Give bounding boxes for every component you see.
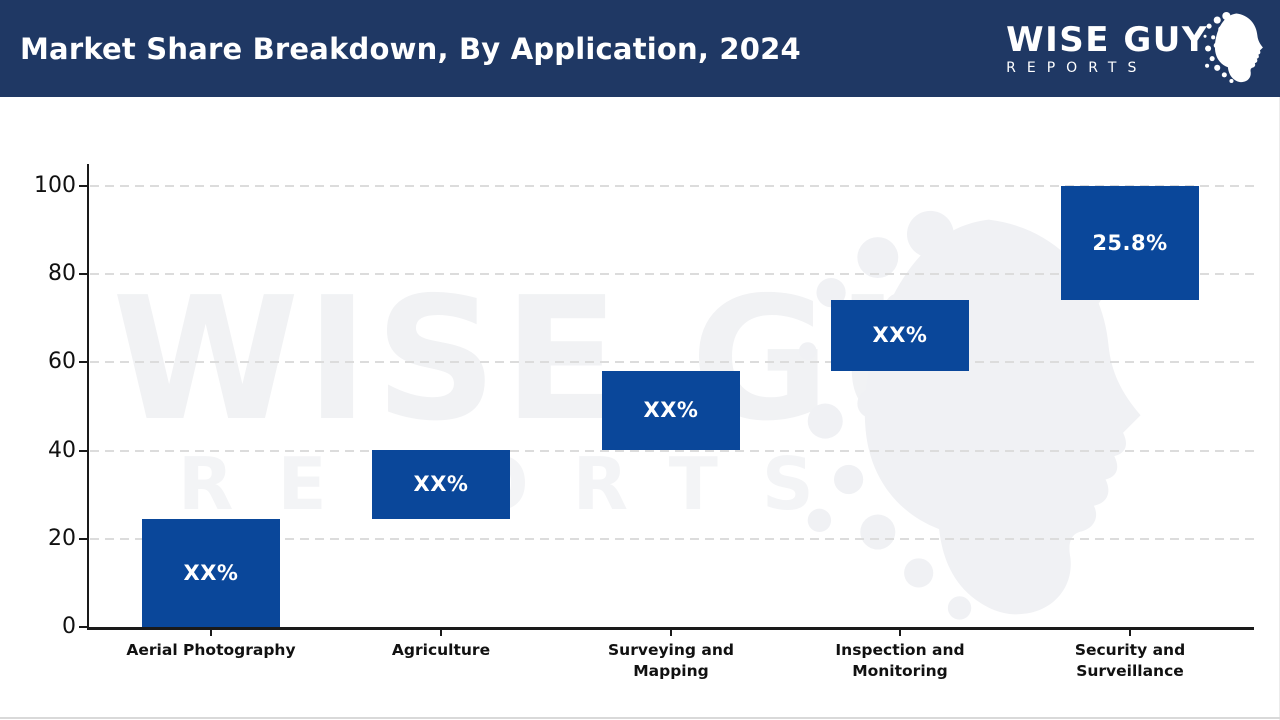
watermark-subtext: REPORTS — [178, 442, 858, 526]
y-tick-label: 60 — [48, 349, 76, 375]
bar-value-label: XX% — [872, 323, 928, 348]
bar-value-label: 25.8% — [1092, 230, 1168, 255]
page-title: Market Share Breakdown, By Application, … — [20, 31, 801, 66]
y-axis-line — [87, 164, 89, 630]
chart-plot-area: WISE GUY REPORTS 0 20 40 60 80 100 XX% Aerial P… — [0, 97, 1280, 718]
x-category-label: Surveying and Mapping — [608, 641, 734, 680]
x-tick-mark — [440, 630, 442, 636]
bottom-divider — [0, 717, 1280, 719]
x-axis-line — [87, 627, 1254, 630]
y-tick-label: 100 — [34, 173, 76, 198]
gridline — [90, 361, 1254, 364]
x-category-label: Aerial Photography — [126, 641, 296, 659]
y-tick-label: 80 — [48, 261, 76, 287]
gridline — [90, 537, 1254, 540]
wise-guy-logo: WISE GUY REPORTS — [1006, 6, 1268, 92]
logo-text: WISE GUY REPORTS — [1006, 22, 1208, 76]
x-category-label: Inspection and Monitoring — [835, 641, 965, 680]
header-bar: Market Share Breakdown, By Application, … — [0, 0, 1280, 97]
x-category-label: Security and Surveillance — [1074, 641, 1186, 680]
logo-wordmark: WISE GUY — [1006, 20, 1208, 60]
x-tick-mark — [899, 630, 901, 636]
gridline — [90, 185, 1254, 187]
y-tick-mark — [79, 537, 87, 540]
logo-subtitle: REPORTS — [1006, 60, 1148, 76]
bar-segment: XX% — [831, 299, 969, 371]
y-tick-label: 20 — [48, 525, 76, 551]
x-category-label: Agriculture — [391, 641, 491, 659]
bar-segment: XX% — [142, 518, 280, 627]
y-tick-mark — [79, 273, 87, 276]
y-tick-mark — [79, 185, 87, 187]
x-tick-mark — [670, 630, 672, 636]
bar-segment: XX% — [372, 450, 510, 519]
y-tick-label: 40 — [48, 437, 76, 463]
bar-value-label: XX% — [183, 560, 239, 585]
y-tick-label: 0 — [62, 614, 76, 639]
bar-segment: XX% — [602, 370, 740, 451]
x-tick-mark — [1129, 630, 1131, 636]
bar-segment: 25.8% — [1061, 186, 1199, 300]
gridline — [90, 273, 1254, 276]
gridline — [90, 449, 1254, 452]
logo-head-icon — [1202, 10, 1268, 88]
x-tick-mark — [210, 630, 212, 636]
bar-value-label: XX% — [413, 472, 469, 497]
y-tick-mark — [79, 626, 87, 628]
y-tick-mark — [79, 361, 87, 364]
bar-value-label: XX% — [643, 398, 699, 423]
y-tick-mark — [79, 449, 87, 452]
